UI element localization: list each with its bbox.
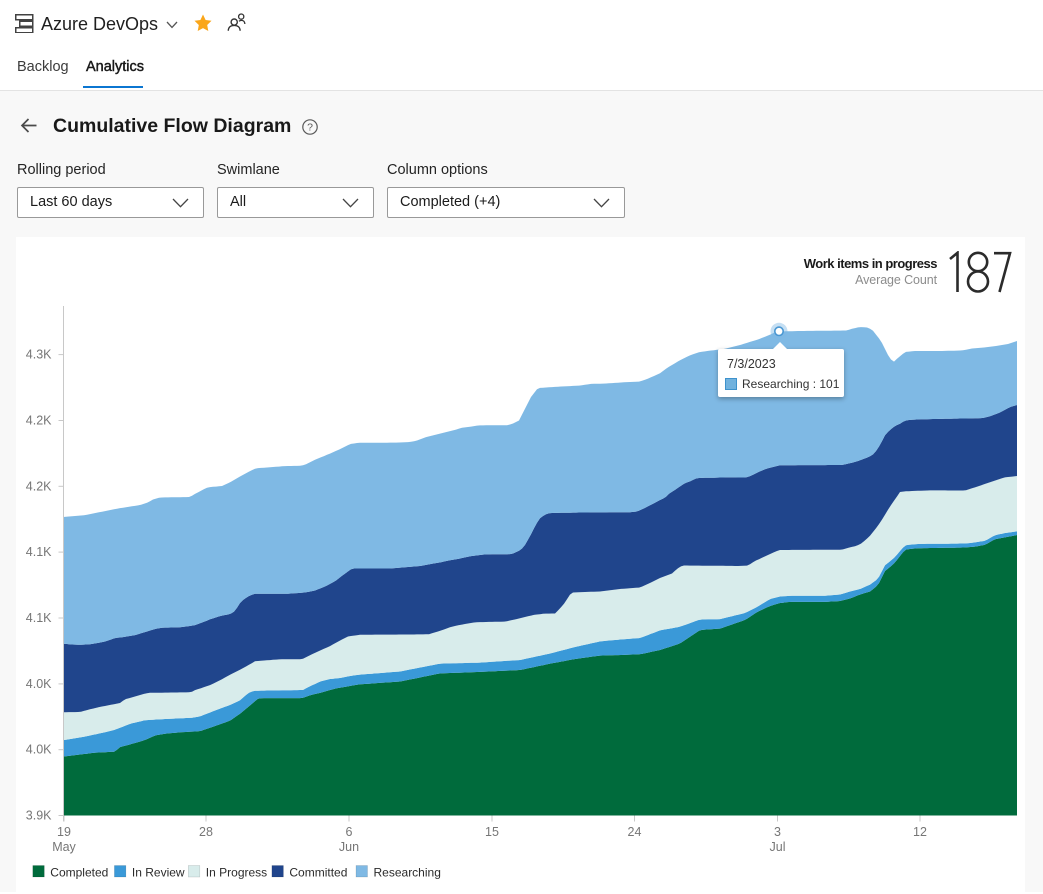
svg-text:In Progress: In Progress: [206, 866, 267, 880]
svg-text:?: ?: [307, 121, 313, 133]
svg-text:4.0K: 4.0K: [26, 677, 52, 691]
svg-text:Committed: Committed: [289, 866, 347, 880]
svg-text:May: May: [52, 840, 76, 854]
svg-text:6: 6: [346, 825, 353, 839]
svg-text:Researching: Researching: [374, 866, 441, 880]
svg-text:3.9K: 3.9K: [26, 809, 52, 823]
svg-text:4.1K: 4.1K: [26, 611, 52, 625]
svg-text:24: 24: [628, 825, 642, 839]
svg-text:15: 15: [485, 825, 499, 839]
svg-text:4.2K: 4.2K: [26, 414, 52, 428]
svg-text:4.0K: 4.0K: [26, 743, 52, 757]
svg-text:12: 12: [913, 825, 927, 839]
svg-text:19: 19: [57, 825, 71, 839]
svg-text:4.3K: 4.3K: [26, 348, 52, 362]
svg-text:Jul: Jul: [770, 840, 786, 854]
svg-text:In Review: In Review: [132, 866, 185, 880]
svg-text:Jun: Jun: [339, 840, 359, 854]
svg-text:Completed: Completed: [50, 866, 108, 880]
svg-text:3: 3: [774, 825, 781, 839]
svg-text:28: 28: [199, 825, 213, 839]
svg-text:4.1K: 4.1K: [26, 545, 52, 559]
svg-text:4.2K: 4.2K: [26, 479, 52, 493]
